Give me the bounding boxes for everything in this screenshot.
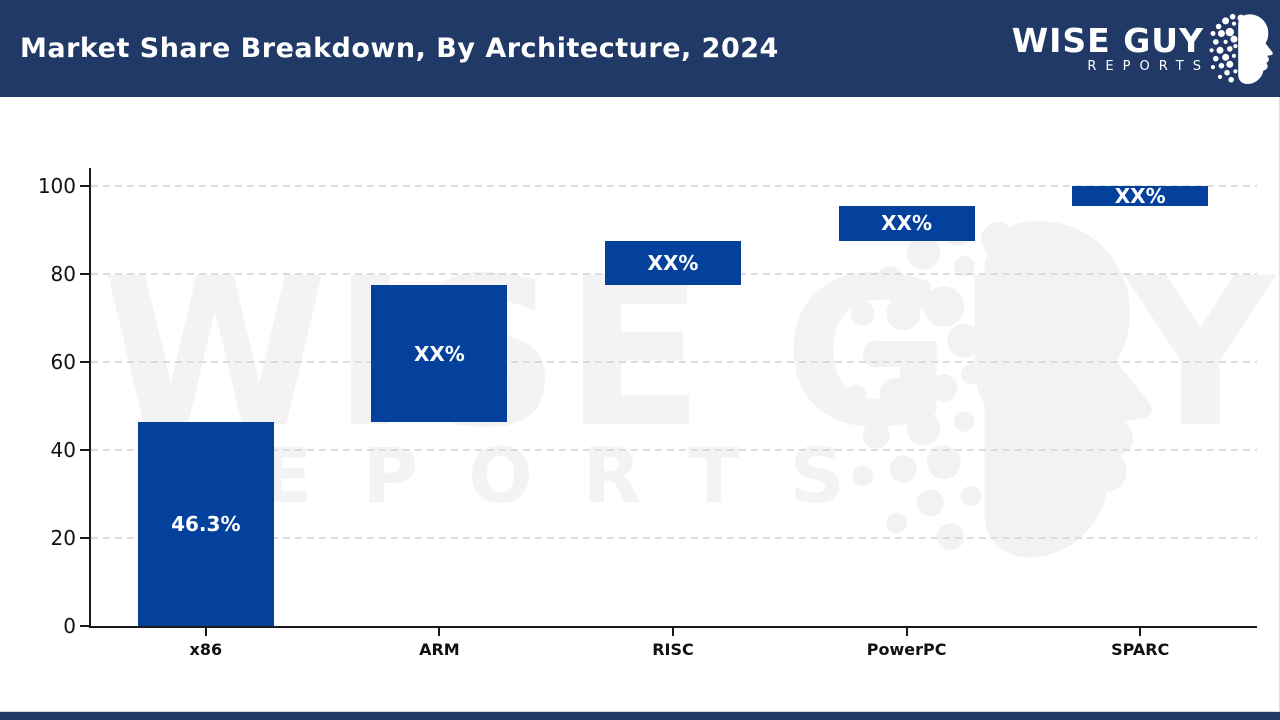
- bar-value-label-PowerPC: XX%: [881, 211, 933, 236]
- x-tick-label-RISC: RISC: [652, 640, 694, 659]
- y-tick-80: [80, 273, 89, 275]
- x-tick-RISC: [672, 628, 674, 636]
- bar-value-label-x86: 46.3%: [171, 512, 241, 537]
- y-tick-label-100: 100: [37, 174, 76, 198]
- y-tick-label-20: 20: [50, 526, 76, 550]
- footer-hairline: [0, 711, 1280, 712]
- y-tick-label-40: 40: [50, 438, 76, 462]
- x-tick-SPARC: [1139, 628, 1142, 636]
- bar-ARM: XX%: [371, 285, 508, 423]
- bar-RISC: XX%: [605, 241, 741, 286]
- footer-bar: [0, 712, 1280, 720]
- y-tick-label-80: 80: [50, 262, 76, 286]
- y-axis-line: [89, 168, 91, 628]
- x-axis-line: [89, 626, 1257, 628]
- bar-value-label-ARM: XX%: [413, 341, 465, 366]
- bar-x86: 46.3%: [137, 422, 274, 626]
- logo-wiseguy-text: WISE GUY: [1011, 21, 1204, 60]
- logo-head-icon: [1206, 11, 1276, 91]
- bar-PowerPC: XX%: [838, 205, 975, 241]
- y-tick-0: [80, 625, 89, 627]
- bar-value-label-SPARC: XX%: [1114, 183, 1166, 208]
- y-tick-label-0: 0: [63, 614, 76, 638]
- gridline-60: [91, 361, 1257, 363]
- y-tick-label-60: 60: [50, 350, 76, 374]
- gridline-40: [91, 449, 1257, 451]
- x-tick-PowerPC: [905, 628, 908, 636]
- y-tick-40: [80, 449, 89, 451]
- x-tick-label-x86: x86: [189, 640, 223, 659]
- x-tick-label-SPARC: SPARC: [1111, 640, 1170, 659]
- y-tick-20: [80, 537, 89, 539]
- y-tick-100: [80, 185, 89, 187]
- x-tick-label-ARM: ARM: [419, 640, 460, 659]
- x-tick-ARM: [438, 628, 441, 636]
- gridline-100: [91, 185, 1257, 187]
- wise-guy-reports-logo: WISE GUY REPORTS: [1012, 0, 1276, 97]
- bar-SPARC: XX%: [1072, 183, 1209, 208]
- bar-value-label-RISC: XX%: [647, 251, 699, 276]
- logo-reports-text: REPORTS: [1087, 59, 1210, 74]
- x-tick-x86: [204, 628, 207, 636]
- gridline-20: [91, 537, 1257, 539]
- chart-title: Market Share Breakdown, By Architecture,…: [20, 33, 779, 64]
- x-tick-label-PowerPC: PowerPC: [866, 640, 947, 659]
- header-bar: Market Share Breakdown, By Architecture,…: [0, 0, 1280, 97]
- y-tick-60: [80, 361, 89, 363]
